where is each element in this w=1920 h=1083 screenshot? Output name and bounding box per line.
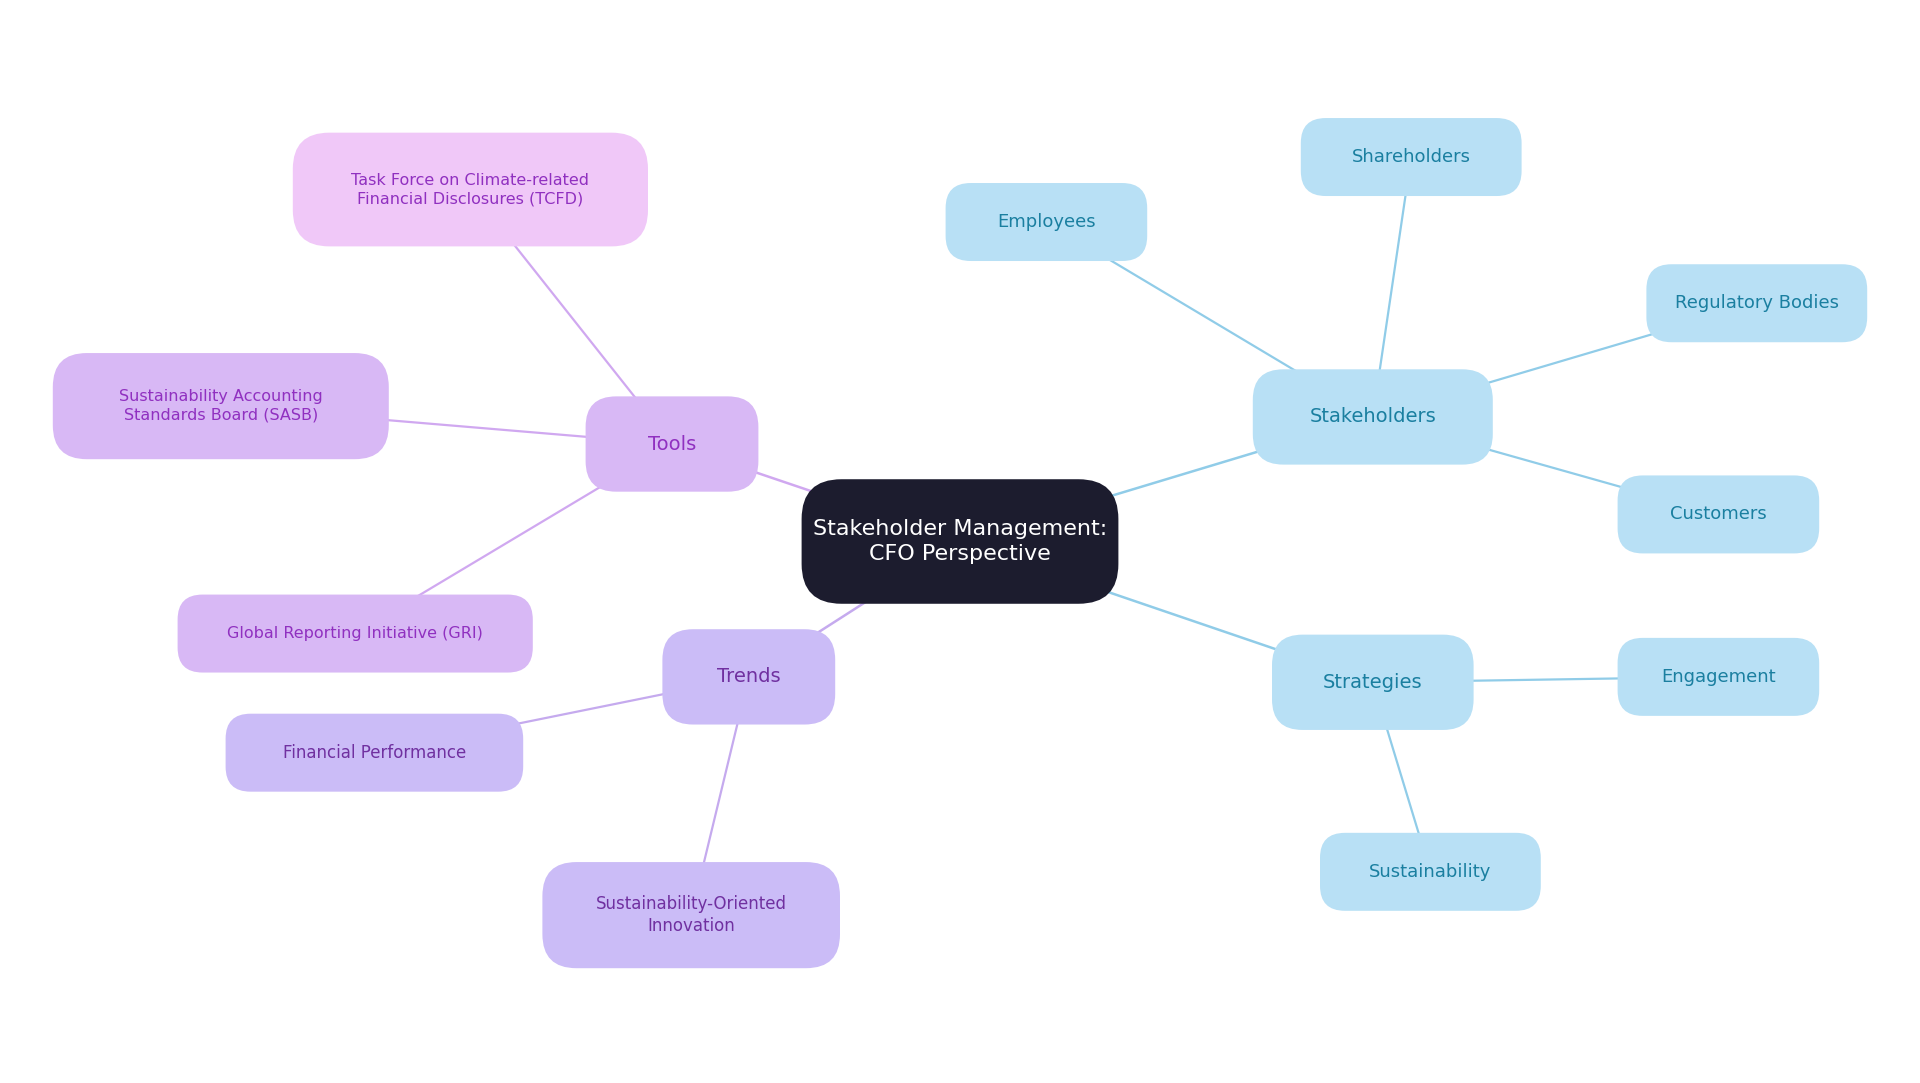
FancyBboxPatch shape (586, 396, 758, 492)
Text: Task Force on Climate-related
Financial Disclosures (TCFD): Task Force on Climate-related Financial … (351, 172, 589, 207)
Text: Sustainability-Oriented
Innovation: Sustainability-Oriented Innovation (595, 895, 787, 936)
FancyBboxPatch shape (1647, 264, 1868, 342)
Text: Engagement: Engagement (1661, 668, 1776, 686)
Text: Shareholders: Shareholders (1352, 148, 1471, 166)
FancyBboxPatch shape (177, 595, 534, 673)
FancyBboxPatch shape (292, 133, 649, 247)
Text: Stakeholder Management:
CFO Perspective: Stakeholder Management: CFO Perspective (812, 519, 1108, 564)
FancyBboxPatch shape (54, 353, 388, 459)
Text: Global Reporting Initiative (GRI): Global Reporting Initiative (GRI) (227, 626, 484, 641)
Text: Customers: Customers (1670, 506, 1766, 523)
FancyBboxPatch shape (225, 714, 522, 792)
Text: Trends: Trends (716, 667, 781, 687)
Text: Strategies: Strategies (1323, 673, 1423, 692)
FancyBboxPatch shape (1271, 635, 1475, 730)
FancyBboxPatch shape (1617, 638, 1820, 716)
Text: Regulatory Bodies: Regulatory Bodies (1674, 295, 1839, 312)
FancyBboxPatch shape (1321, 833, 1540, 911)
Text: Employees: Employees (996, 213, 1096, 231)
Text: Sustainability Accounting
Standards Board (SASB): Sustainability Accounting Standards Boar… (119, 389, 323, 423)
FancyBboxPatch shape (1252, 369, 1494, 465)
Text: Stakeholders: Stakeholders (1309, 407, 1436, 427)
FancyBboxPatch shape (945, 183, 1148, 261)
Text: Financial Performance: Financial Performance (282, 744, 467, 761)
FancyBboxPatch shape (662, 629, 835, 725)
FancyBboxPatch shape (803, 480, 1117, 604)
Text: Sustainability: Sustainability (1369, 863, 1492, 880)
FancyBboxPatch shape (1302, 118, 1521, 196)
FancyBboxPatch shape (541, 862, 839, 968)
FancyBboxPatch shape (1617, 475, 1820, 553)
Text: Tools: Tools (647, 434, 697, 454)
